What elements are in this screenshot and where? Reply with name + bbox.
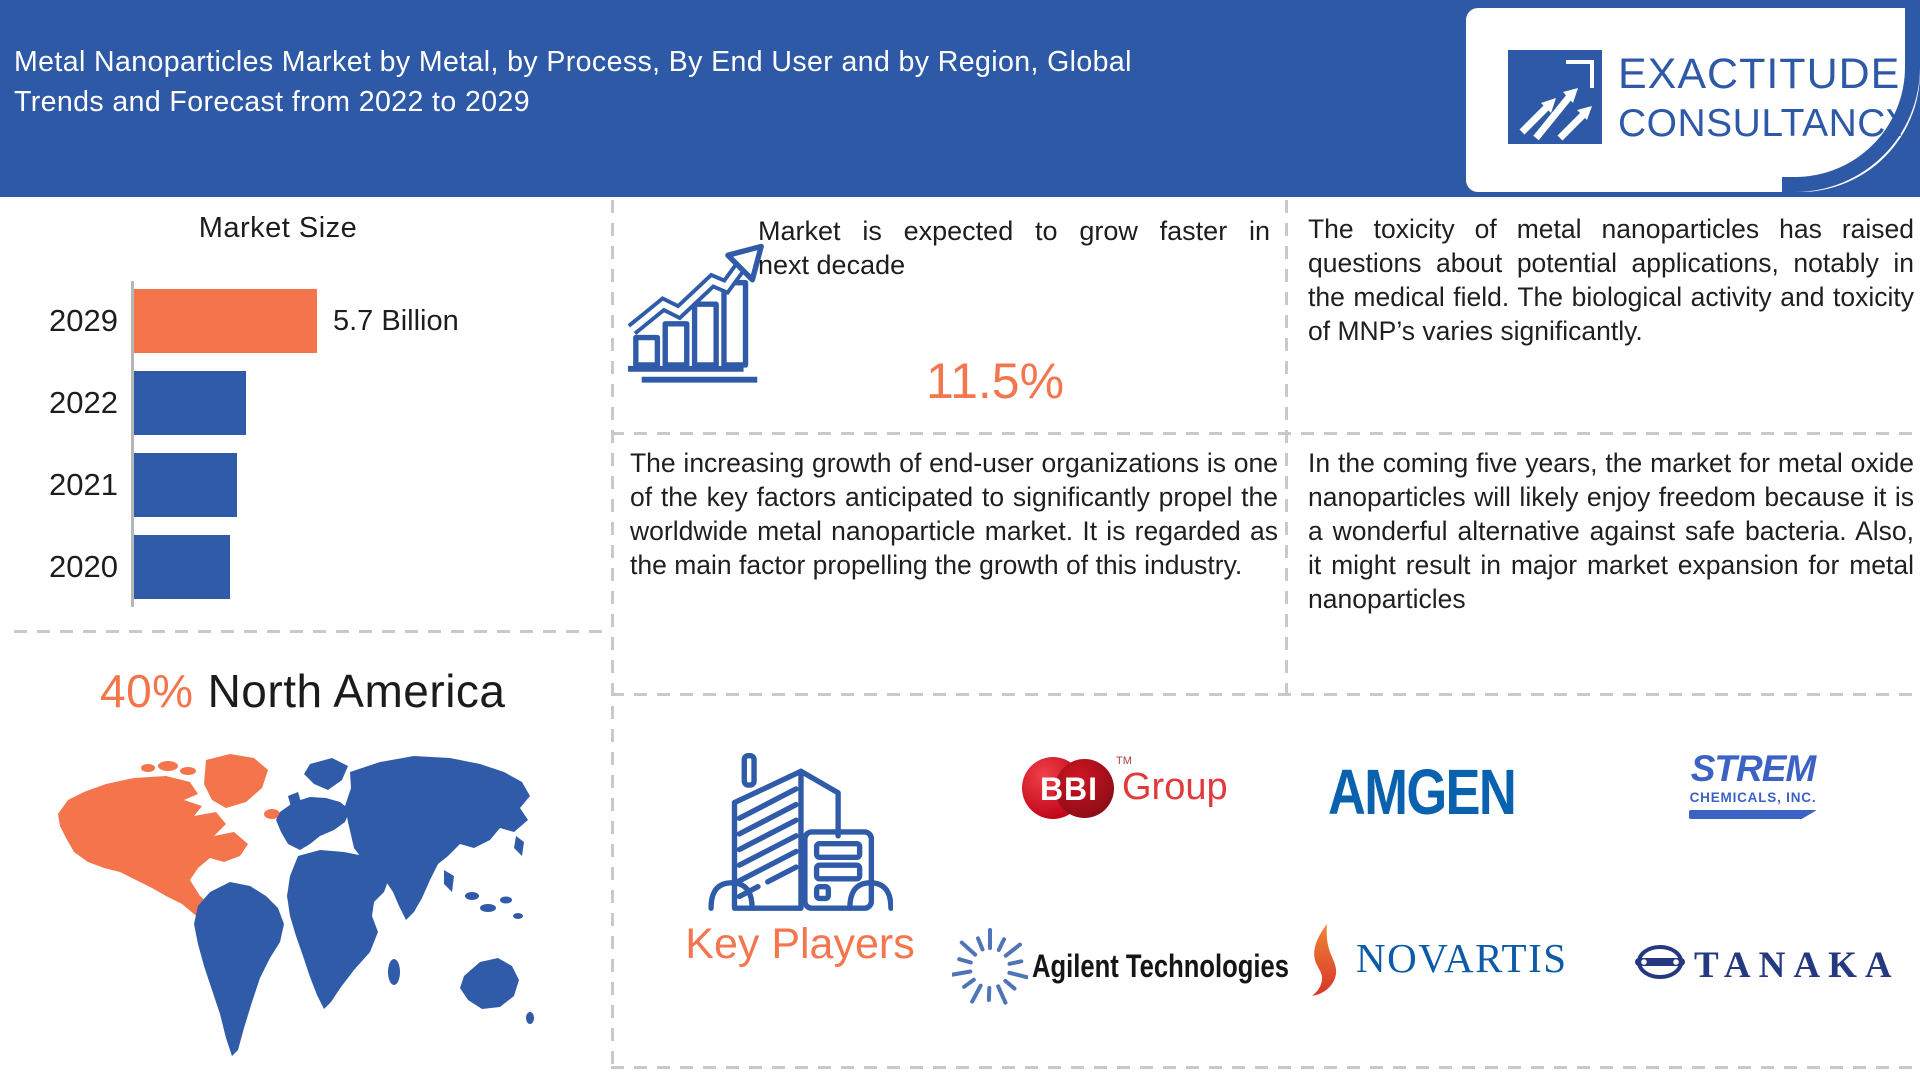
arrows-up-right-icon <box>1508 50 1602 144</box>
logo-tanaka: TANAKA <box>1694 945 1900 986</box>
bar <box>134 453 237 517</box>
divider-bottom-horizontal <box>611 1066 1920 1069</box>
growth-statement: Market is expected to grow faster in nex… <box>758 214 1270 282</box>
chart-title: Market Size <box>198 212 358 244</box>
bar-category-label: 2022 <box>49 385 118 420</box>
bbi-circle-right <box>1055 759 1114 818</box>
strem-name: STREM <box>1690 748 1817 789</box>
page-title: Metal Nanoparticles Market by Metal, by … <box>14 46 1132 118</box>
chart-row: 2020 <box>0 535 612 599</box>
bar <box>134 371 246 435</box>
bbi-group-word: Group <box>1122 766 1228 808</box>
world-map <box>58 754 534 1056</box>
logo-bbi-group: BBI TM Group <box>1022 755 1228 823</box>
insight-toxicity: The toxicity of metal nanoparticles has … <box>1308 214 1914 346</box>
divider-left-horizontal <box>14 630 606 633</box>
logo-agilent: Agilent Technologies <box>1032 948 1289 984</box>
bbi-trademark: TM <box>1116 755 1132 767</box>
growth-rate-value: 11.5% <box>926 353 1065 409</box>
logo-novartis: NOVARTIS <box>1356 935 1568 981</box>
region-name: North America <box>207 665 506 717</box>
strem-underline-bar <box>1689 810 1817 819</box>
chart-row: 2021 <box>0 453 612 517</box>
bar-value-label: 5.7 Billion <box>333 304 459 337</box>
strem-subtitle: CHEMICALS, INC. <box>1689 790 1817 805</box>
bar <box>134 289 317 353</box>
key-players-title: Key Players <box>685 920 915 968</box>
region-callout: 40% North America <box>100 664 506 718</box>
bbi-initials: BBI <box>1039 771 1099 807</box>
market-size-bar-chart: 2029 5.7 Billion 2022 2021 2020 <box>0 289 612 617</box>
flame-icon <box>1312 924 1337 996</box>
bar <box>134 535 230 599</box>
divider-vertical-1 <box>611 200 614 1066</box>
logo-amgen: AMGEN <box>1328 756 1517 828</box>
globe-oval-icon <box>1635 945 1685 979</box>
chart-axis-line <box>131 281 134 607</box>
bar-category-label: 2020 <box>49 549 118 584</box>
growth-bar-chart-arrow-icon <box>628 243 764 383</box>
region-share-value: 40% <box>100 665 194 717</box>
office-building-icon <box>708 752 893 911</box>
insight-end-user: The increasing growth of end-user organi… <box>630 448 1278 580</box>
chart-row: 2022 <box>0 371 612 435</box>
logo-strem-chemicals: STREM CHEMICALS, INC. <box>1675 750 1831 819</box>
starburst-icon <box>952 928 1028 1005</box>
growth-statement-line1: Market is expected to grow faster in <box>758 216 1270 246</box>
divider-lower-horizontal <box>611 693 1920 696</box>
insight-outlook: In the coming five years, the market for… <box>1308 448 1914 614</box>
bar-category-label: 2029 <box>49 303 118 338</box>
chart-row: 2029 5.7 Billion <box>0 289 612 353</box>
growth-statement-line2: next decade <box>758 250 906 280</box>
bar-category-label: 2021 <box>49 467 118 502</box>
divider-middle-horizontal <box>611 432 1920 435</box>
divider-vertical-2 <box>1285 200 1288 693</box>
